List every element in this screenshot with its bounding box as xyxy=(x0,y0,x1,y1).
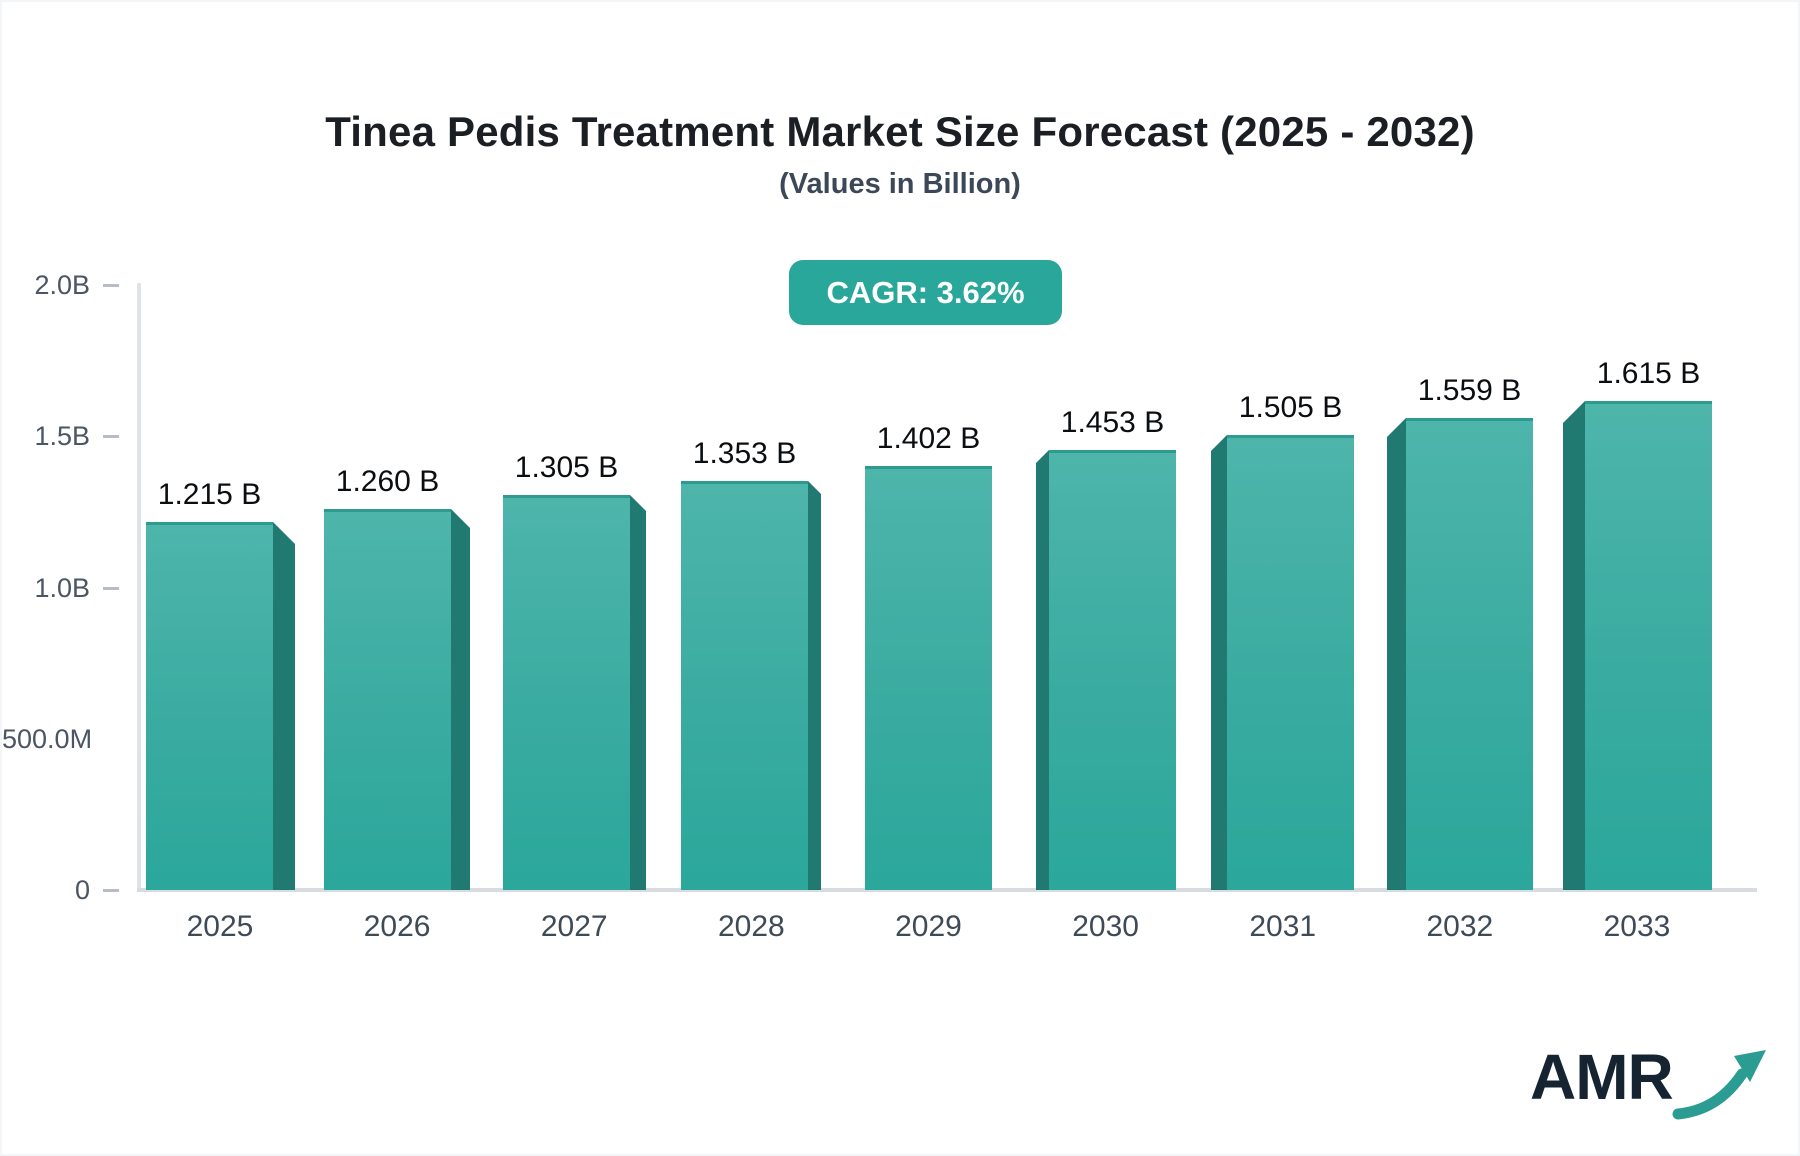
x-tick-label: 2031 xyxy=(1249,910,1317,943)
bar-side-face xyxy=(273,522,295,890)
bar-2033 xyxy=(1585,401,1712,890)
y-tick-label: 2.0B xyxy=(34,270,90,300)
growth-arrow-icon xyxy=(1672,1050,1766,1120)
bar-2029 xyxy=(865,466,992,890)
x-tick-label: 2032 xyxy=(1426,910,1494,943)
bar-2032 xyxy=(1406,418,1533,890)
bar-side-face xyxy=(630,495,646,890)
bar-value-label: 1.305 B xyxy=(514,451,619,484)
bar-value-label: 1.615 B xyxy=(1596,357,1701,390)
bar-2031 xyxy=(1227,435,1354,890)
chart-title: Tinea Pedis Treatment Market Size Foreca… xyxy=(325,108,1475,155)
bar-side-face xyxy=(451,509,470,890)
bar-value-label: 1.353 B xyxy=(692,437,797,470)
y-axis-line xyxy=(137,283,141,890)
bar-2028 xyxy=(681,481,808,890)
x-axis-line xyxy=(137,888,1757,892)
amr-logo-text: AMR xyxy=(1530,1041,1674,1113)
x-tick-label: 2029 xyxy=(895,910,962,943)
bar-value-label: 1.402 B xyxy=(876,422,981,455)
y-tick-mark xyxy=(103,284,119,287)
y-tick-mark xyxy=(103,435,119,439)
x-tick-label: 2028 xyxy=(718,910,785,943)
bar-side-face xyxy=(808,481,821,890)
chart-subtitle: (Values in Billion) xyxy=(779,168,1021,200)
bar-side-face xyxy=(1211,435,1227,890)
y-tick-label: 500.0M xyxy=(2,723,93,754)
bar-value-label: 1.260 B xyxy=(335,465,440,498)
bar-2030 xyxy=(1049,450,1176,890)
bar-2025 xyxy=(146,522,273,890)
cagr-badge: CAGR: 3.62% xyxy=(789,260,1062,325)
bar-side-face xyxy=(1563,401,1585,890)
bar-2027 xyxy=(503,495,630,890)
bar-side-face xyxy=(1036,450,1049,890)
y-tick-mark xyxy=(103,889,119,892)
amr-logo: AMR xyxy=(1530,1032,1766,1122)
y-tick-label: 1.0B xyxy=(34,572,90,603)
x-tick-label: 2025 xyxy=(186,910,254,943)
bar-value-label: 1.505 B xyxy=(1238,391,1343,424)
bar-side-face xyxy=(1387,418,1406,890)
y-tick-label: 1.5B xyxy=(34,421,90,452)
bar-2026 xyxy=(324,509,451,890)
bar-value-label: 1.559 B xyxy=(1417,374,1522,407)
x-tick-label: 2026 xyxy=(363,910,431,943)
x-tick-label: 2030 xyxy=(1072,910,1139,943)
bar-value-label: 1.453 B xyxy=(1060,406,1165,439)
bar-value-label: 1.215 B xyxy=(157,478,262,511)
y-tick-mark xyxy=(103,586,119,590)
x-tick-label: 2033 xyxy=(1603,910,1671,943)
y-tick-label: 0 xyxy=(74,875,90,905)
x-tick-label: 2027 xyxy=(540,910,608,943)
